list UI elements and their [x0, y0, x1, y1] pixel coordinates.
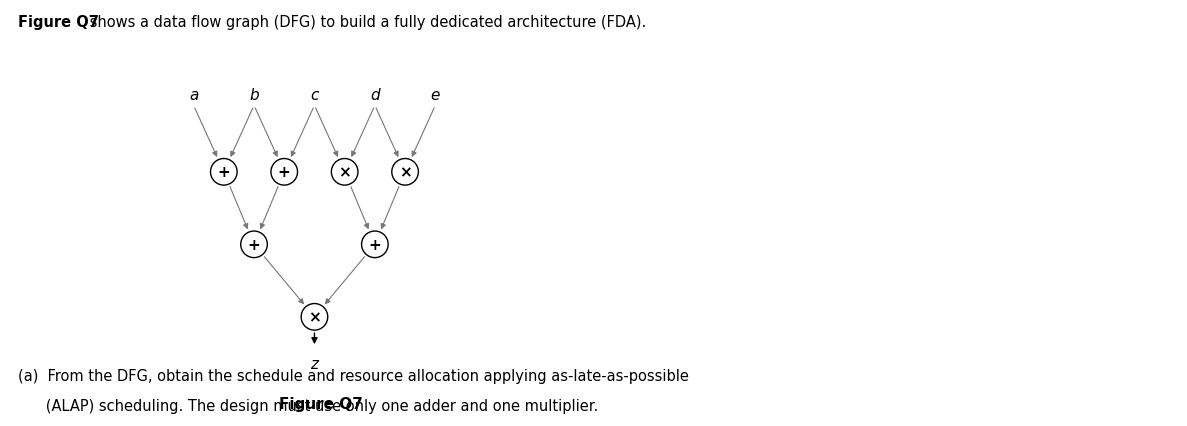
Text: (ALAP) scheduling. The design must use only one adder and one multiplier.: (ALAP) scheduling. The design must use o…	[18, 398, 598, 413]
Text: b: b	[249, 88, 259, 103]
Text: a: a	[189, 88, 198, 103]
Text: ×: ×	[338, 165, 351, 180]
Text: shows a data flow graph (DFG) to build a fully dedicated architecture (FDA).: shows a data flow graph (DFG) to build a…	[85, 15, 647, 30]
Text: z: z	[311, 356, 318, 371]
Text: c: c	[310, 88, 318, 103]
Circle shape	[241, 231, 267, 258]
Text: e: e	[431, 88, 440, 103]
Text: Figure Q7: Figure Q7	[279, 396, 362, 411]
Text: +: +	[278, 165, 291, 180]
Circle shape	[331, 159, 358, 186]
Text: +: +	[217, 165, 230, 180]
Circle shape	[210, 159, 237, 186]
Text: (a)  From the DFG, obtain the schedule and resource allocation applying as-late-: (a) From the DFG, obtain the schedule an…	[18, 368, 688, 383]
Text: +: +	[368, 237, 381, 252]
Text: d: d	[370, 88, 380, 103]
Circle shape	[392, 159, 418, 186]
Text: ×: ×	[399, 165, 412, 180]
Circle shape	[362, 231, 388, 258]
Text: ×: ×	[309, 310, 320, 325]
Circle shape	[271, 159, 298, 186]
Circle shape	[301, 304, 328, 330]
Text: Figure Q7: Figure Q7	[18, 15, 99, 30]
Text: +: +	[248, 237, 260, 252]
